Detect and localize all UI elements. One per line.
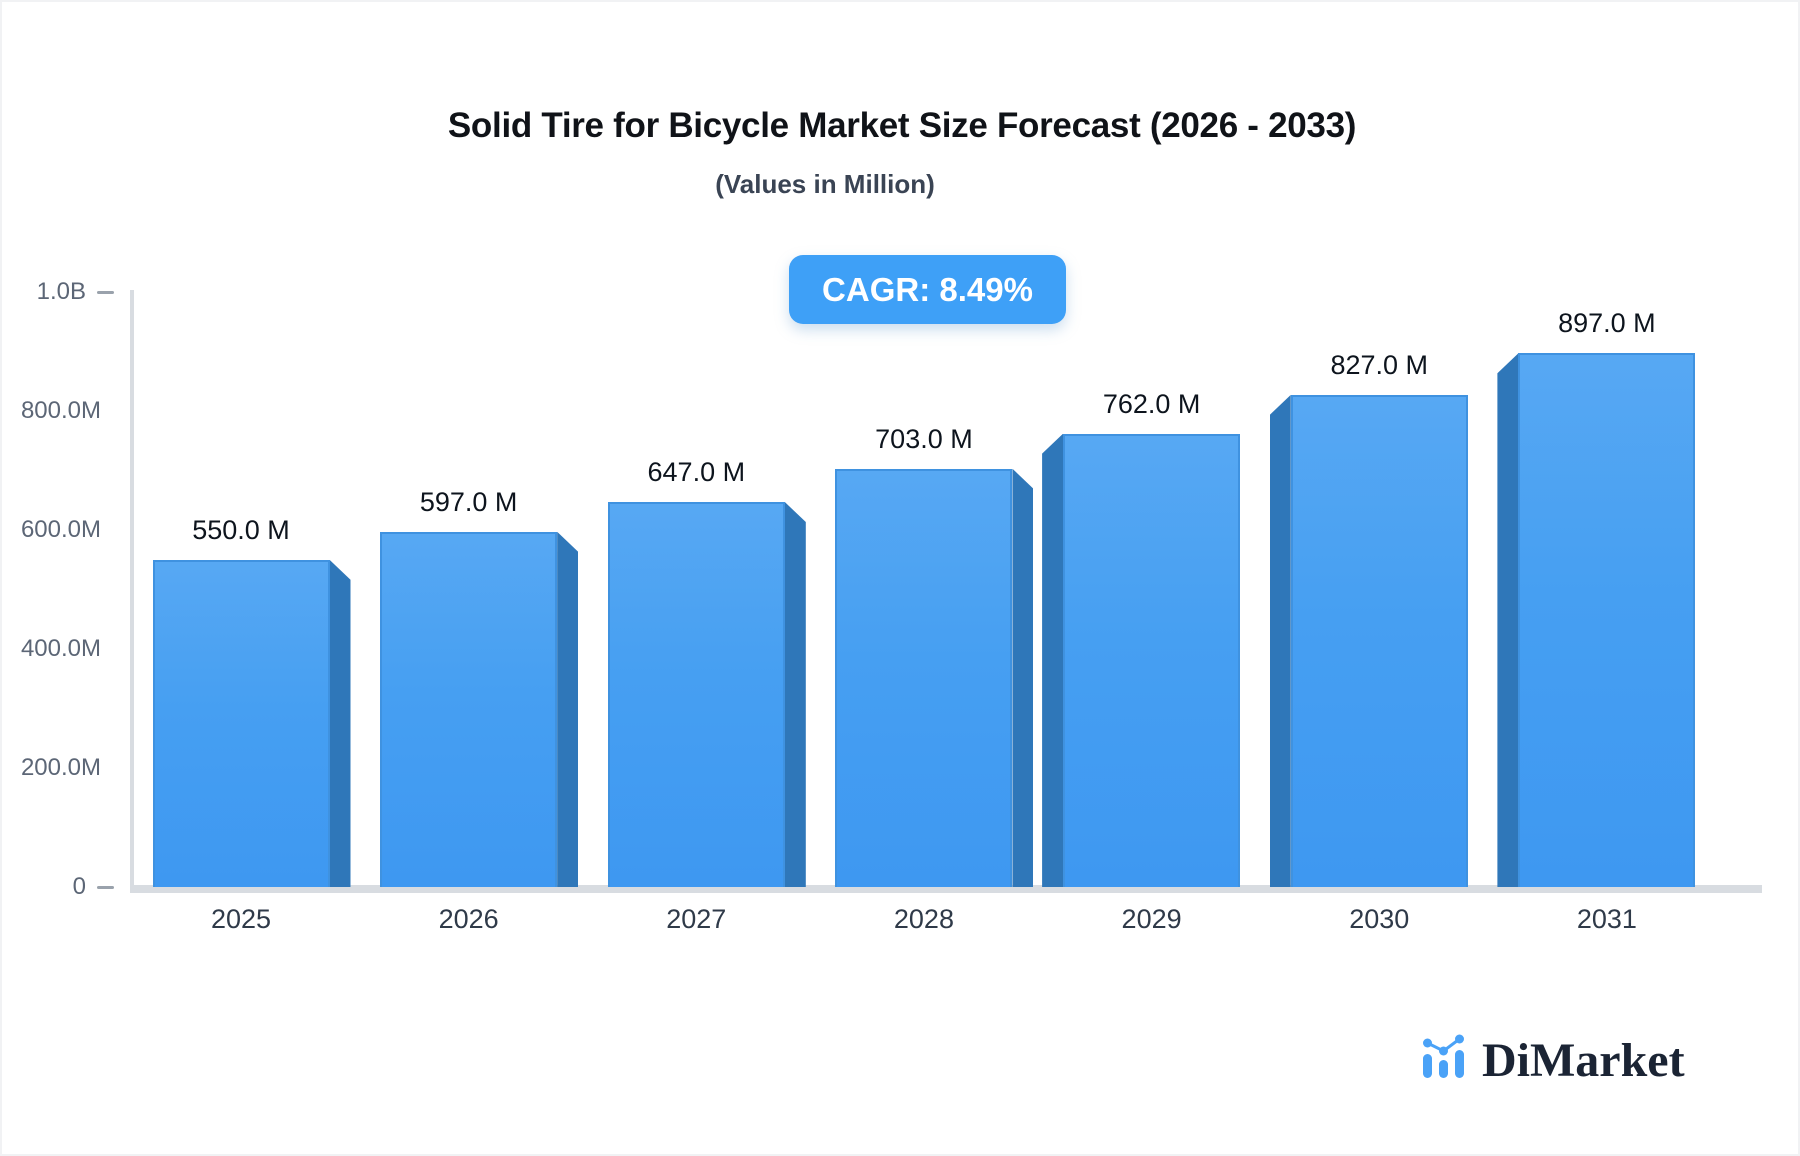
bar-face-2027: [607, 502, 785, 887]
bar-value-label-2025: 550.0 M: [192, 514, 290, 545]
x-tick-label-2026: 2026: [438, 904, 499, 934]
y-tick-dash: [97, 885, 114, 889]
bar-value-label-2026: 597.0 M: [419, 486, 518, 517]
bar-value-label-2030: 827.0 M: [1330, 349, 1429, 380]
x-tick-label-2027: 2027: [666, 904, 727, 934]
y-tick-1.0B: 1.0B: [37, 277, 114, 307]
bar-value-label-2029: 762.0 M: [1102, 388, 1201, 419]
bar-face-2025: [152, 559, 330, 887]
x-tick-label-2028: 2028: [893, 904, 954, 934]
bar-side-2030: [1269, 394, 1291, 887]
bar-side-2027: [784, 502, 806, 887]
y-tick-label: 0: [72, 873, 86, 900]
y-tick-0: 0: [73, 872, 114, 902]
bar-face-2030: [1290, 394, 1468, 887]
y-tick-label: 400.0M: [20, 635, 101, 662]
y-tick-label: 600.0M: [20, 516, 101, 543]
y-axis-line: [130, 290, 134, 893]
bar-value-label-2027: 647.0 M: [647, 457, 746, 488]
x-axis-baseline: [130, 885, 1762, 893]
bar-value-label-2028: 703.0 M: [875, 423, 973, 454]
bar-side-2025: [329, 559, 351, 887]
cagr-badge-label: CAGR: 8.49%: [822, 270, 1033, 308]
cagr-badge: CAGR: 8.49%: [789, 255, 1066, 324]
chart-subtitle: (Values in Million): [715, 169, 935, 199]
bar-chart-logo-icon: [1420, 1030, 1470, 1085]
x-tick-label-2029: 2029: [1121, 904, 1182, 934]
y-tick-label: 800.0M: [20, 397, 101, 424]
y-tick-600.0M: 600.0M: [21, 515, 114, 545]
bar-side-2029: [1042, 433, 1064, 887]
y-tick-800.0M: 800.0M: [21, 396, 114, 426]
y-tick-200.0M: 200.0M: [21, 753, 114, 783]
y-tick-400.0M: 400.0M: [21, 634, 114, 664]
bar-face-2029: [1063, 433, 1241, 887]
y-tick-label: 1.0B: [36, 278, 86, 305]
brand-name: DiMarket: [1482, 1034, 1685, 1087]
x-tick-label-2030: 2030: [1349, 904, 1410, 934]
bar-face-2028: [835, 468, 1013, 887]
chart-title: Solid Tire for Bicycle Market Size Forec…: [447, 106, 1357, 145]
bar-face-2031: [1518, 353, 1696, 887]
bar-value-label-2031: 897.0 M: [1558, 308, 1656, 339]
bar-face-2026: [380, 531, 558, 887]
y-tick-label: 200.0M: [20, 754, 101, 781]
brand-logo: DiMarket: [1420, 1030, 1685, 1085]
x-tick-label-2025: 2025: [210, 904, 272, 934]
bar-side-2028: [1012, 468, 1034, 887]
x-tick-label-2031: 2031: [1576, 904, 1637, 934]
bar-side-2031: [1497, 353, 1519, 887]
bar-side-2026: [557, 531, 579, 887]
y-tick-dash: [97, 290, 114, 294]
